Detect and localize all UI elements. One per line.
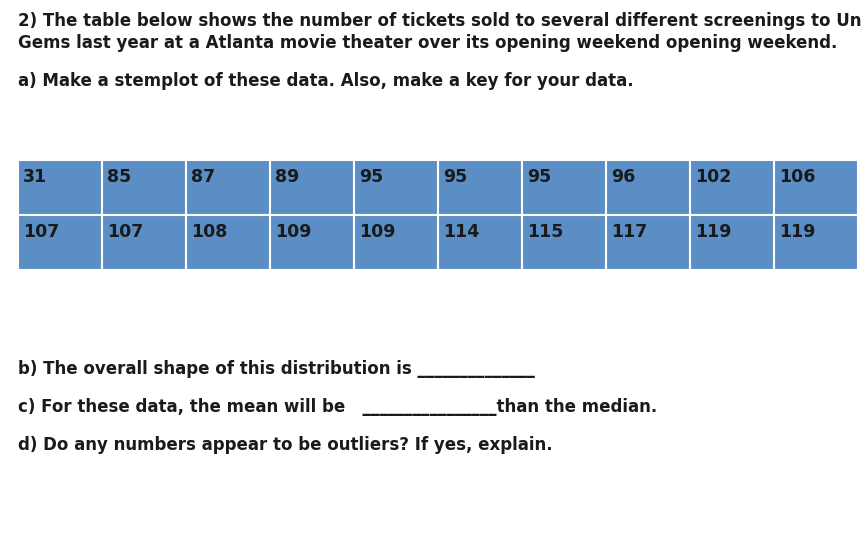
Bar xyxy=(690,160,774,215)
Text: a) Make a stemplot of these data. Also, make a key for your data.: a) Make a stemplot of these data. Also, … xyxy=(18,72,634,90)
Bar xyxy=(438,160,522,215)
Bar xyxy=(102,215,186,270)
Text: 31: 31 xyxy=(23,168,47,186)
Text: 109: 109 xyxy=(359,223,395,241)
Text: 115: 115 xyxy=(527,223,563,241)
Bar xyxy=(18,160,102,215)
Text: 95: 95 xyxy=(443,168,468,186)
Text: 107: 107 xyxy=(107,223,143,241)
Bar xyxy=(522,160,606,215)
Text: 2) The table below shows the number of tickets sold to several different screeni: 2) The table below shows the number of t… xyxy=(18,12,861,30)
Bar xyxy=(438,215,522,270)
Text: 108: 108 xyxy=(191,223,227,241)
Bar xyxy=(606,215,690,270)
Text: 102: 102 xyxy=(695,168,731,186)
Text: Gems last year at a Atlanta movie theater over its opening weekend opening weeke: Gems last year at a Atlanta movie theate… xyxy=(18,34,838,52)
Text: 85: 85 xyxy=(107,168,131,186)
Text: 106: 106 xyxy=(779,168,815,186)
Text: 107: 107 xyxy=(23,223,59,241)
Bar xyxy=(522,215,606,270)
Text: 96: 96 xyxy=(611,168,635,186)
Bar xyxy=(354,160,438,215)
Text: d) Do any numbers appear to be outliers? If yes, explain.: d) Do any numbers appear to be outliers?… xyxy=(18,436,553,454)
Text: 114: 114 xyxy=(443,223,480,241)
Bar xyxy=(690,215,774,270)
Text: 117: 117 xyxy=(611,223,647,241)
Text: 89: 89 xyxy=(275,168,300,186)
Bar xyxy=(270,215,354,270)
Text: c) For these data, the mean will be   ________________than the median.: c) For these data, the mean will be ____… xyxy=(18,398,657,416)
Bar xyxy=(270,160,354,215)
Bar xyxy=(354,215,438,270)
Bar xyxy=(774,215,858,270)
Text: 119: 119 xyxy=(695,223,731,241)
Bar xyxy=(18,215,102,270)
Text: 109: 109 xyxy=(275,223,312,241)
Text: 87: 87 xyxy=(191,168,215,186)
Bar xyxy=(102,160,186,215)
Text: 95: 95 xyxy=(359,168,383,186)
Text: 95: 95 xyxy=(527,168,551,186)
Text: b) The overall shape of this distribution is ______________: b) The overall shape of this distributio… xyxy=(18,360,535,378)
Bar xyxy=(606,160,690,215)
Text: 119: 119 xyxy=(779,223,815,241)
Bar xyxy=(186,215,270,270)
Bar xyxy=(186,160,270,215)
Bar xyxy=(774,160,858,215)
